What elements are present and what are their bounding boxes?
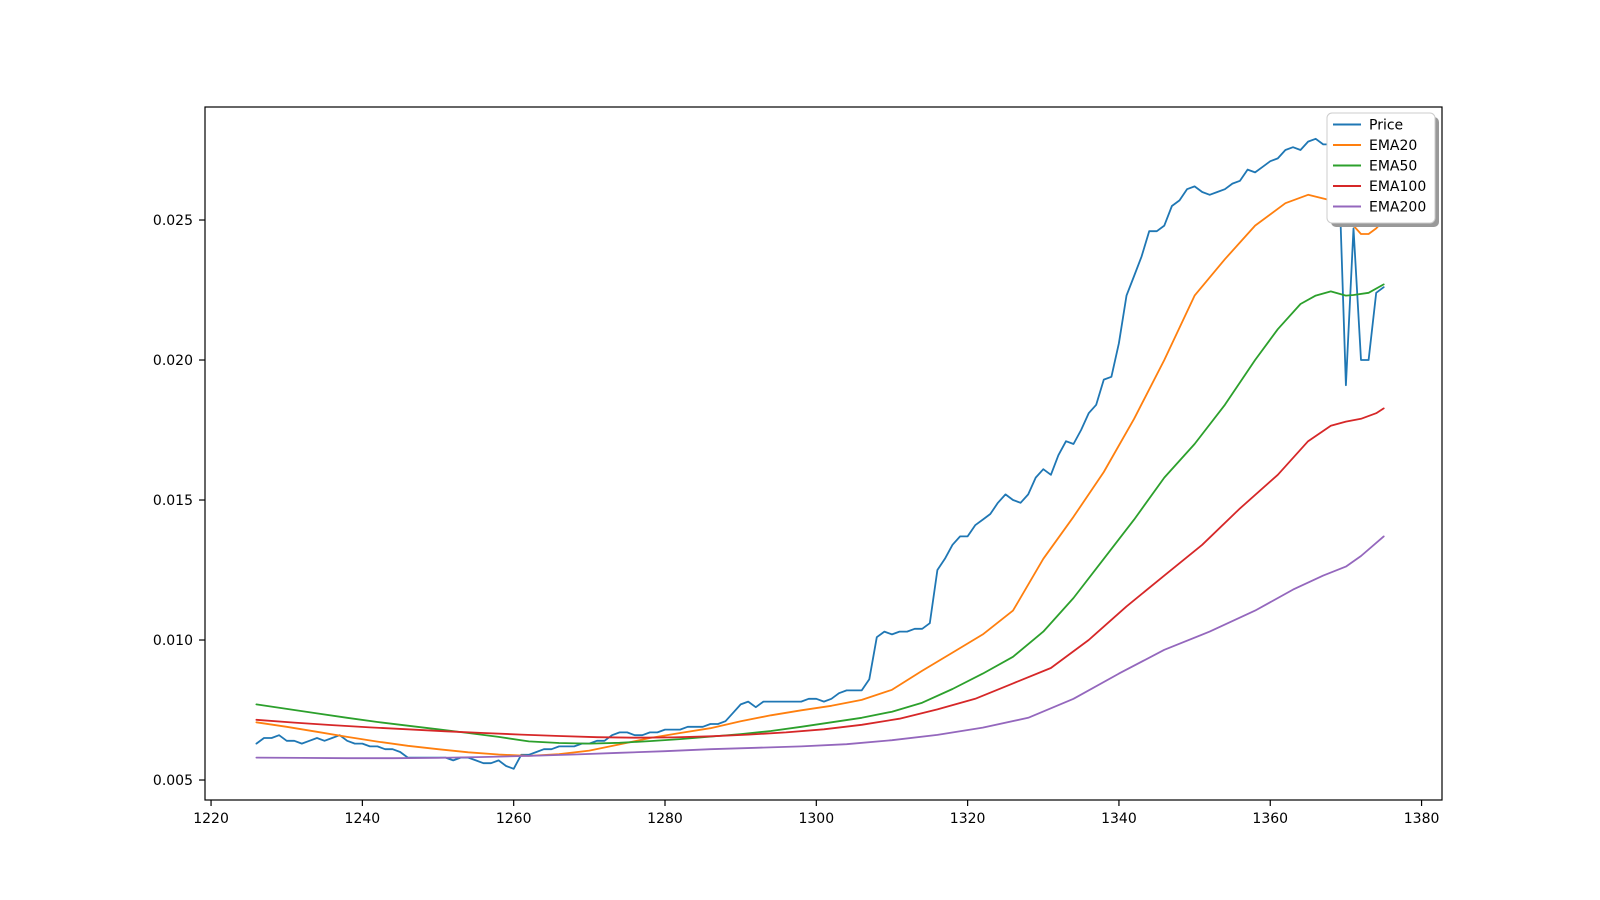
legend: Price EMA20 EMA50 EMA100 EMA200 — [1326, 112, 1439, 227]
legend-label-ema50: EMA50 — [1369, 159, 1417, 175]
legend-label-price: Price — [1369, 118, 1403, 134]
plot-border — [204, 106, 1443, 801]
y-tick-label: 0.005 — [153, 773, 193, 789]
x-tick-label: 1240 — [345, 811, 381, 827]
axes-layer: 1220 1240 1260 1280 1300 1320 1340 1360 1380 0.00… — [153, 106, 1443, 827]
series-line-ema20 — [255, 193, 1385, 757]
y-tick-label: 0.025 — [153, 213, 193, 229]
legend-label-ema20: EMA20 — [1369, 138, 1417, 154]
series-line-ema200 — [255, 535, 1385, 760]
x-tick-label: 1360 — [1252, 811, 1288, 827]
x-tick-label: 1380 — [1404, 811, 1440, 827]
series-layer — [255, 137, 1385, 770]
x-tick-label: 1340 — [1101, 811, 1137, 827]
x-tick-label: 1220 — [193, 811, 229, 827]
legend-label-ema200: EMA200 — [1369, 200, 1426, 216]
series-line-ema100 — [255, 407, 1385, 739]
x-tick-label: 1320 — [950, 811, 986, 827]
x-tick-label: 1300 — [798, 811, 834, 827]
legend-label-ema100: EMA100 — [1369, 179, 1426, 195]
y-tick-label: 0.020 — [153, 353, 193, 369]
x-tick-label: 1260 — [496, 811, 532, 827]
series-line-price — [255, 137, 1385, 770]
series-line-ema50 — [255, 283, 1385, 745]
y-tick-label: 0.015 — [153, 493, 193, 509]
y-tick-label: 0.010 — [153, 633, 193, 649]
x-tick-label: 1280 — [647, 811, 683, 827]
legend-frame — [1326, 112, 1436, 224]
